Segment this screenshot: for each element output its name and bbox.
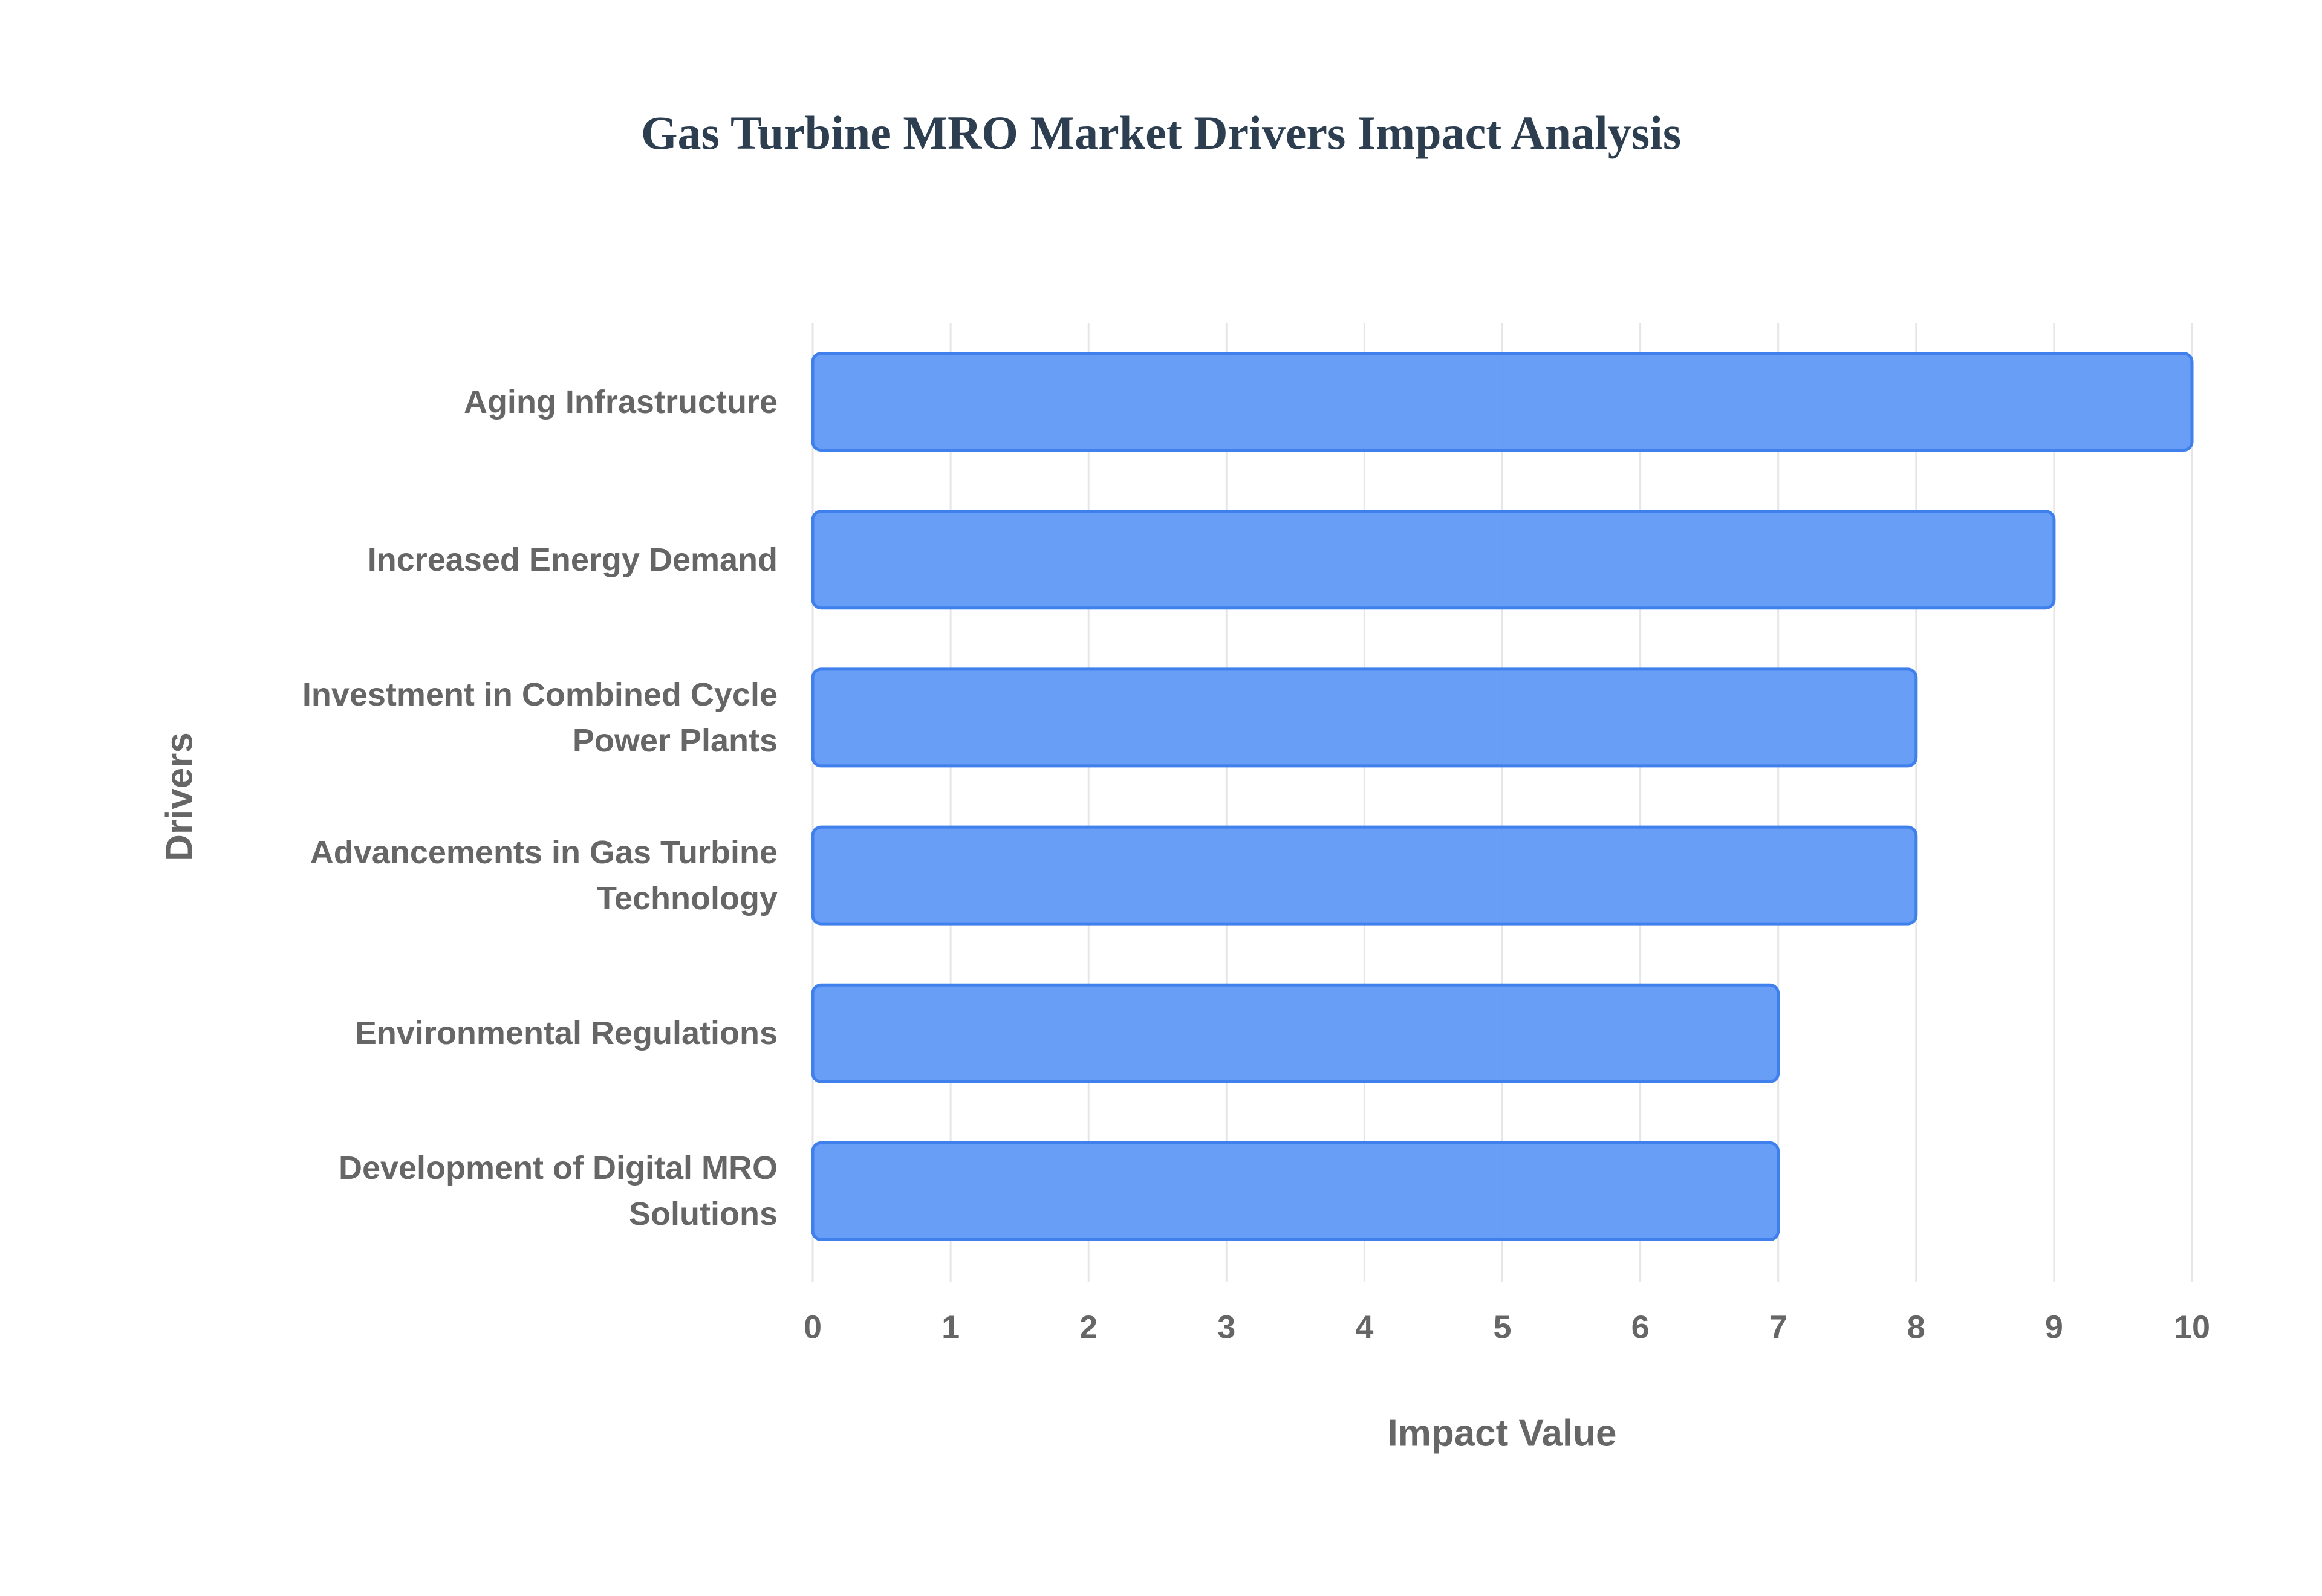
bar (811, 510, 2056, 610)
x-tick-label: 4 (1355, 1309, 1373, 1345)
y-tick-label: Environmental Regulations (354, 1015, 778, 1052)
bar (811, 1141, 1780, 1241)
x-tick-label: 9 (2045, 1309, 2063, 1345)
y-tick-label: Investment in Combined Cycle Power Plant… (302, 676, 778, 759)
bar (811, 352, 2194, 452)
x-tick-label: 1 (941, 1309, 960, 1345)
x-tick-label: 10 (2174, 1309, 2210, 1345)
y-tick-label: Increased Energy Demand (367, 541, 778, 578)
x-axis-title: Impact Value (1387, 1412, 1616, 1454)
y-axis-title: Drivers (158, 732, 200, 861)
bar (811, 667, 1918, 768)
y-tick-label: Development of Digital MRO Solutions (338, 1150, 778, 1233)
x-tick-label: 8 (1907, 1309, 1925, 1345)
bar (811, 825, 1918, 926)
x-tick-label: 2 (1079, 1309, 1098, 1345)
y-tick-label: Advancements in Gas Turbine Technology (310, 834, 778, 917)
bar (811, 983, 1780, 1083)
x-tick-label: 0 (804, 1309, 822, 1345)
x-tick-label: 3 (1217, 1309, 1235, 1345)
y-tick-label: Aging Infrastructure (463, 383, 778, 420)
chart-title: Gas Turbine MRO Market Drivers Impact An… (641, 106, 1681, 159)
x-tick-label: 5 (1493, 1309, 1511, 1345)
x-tick-label: 7 (1769, 1309, 1787, 1345)
x-tick-label: 6 (1631, 1309, 1650, 1345)
